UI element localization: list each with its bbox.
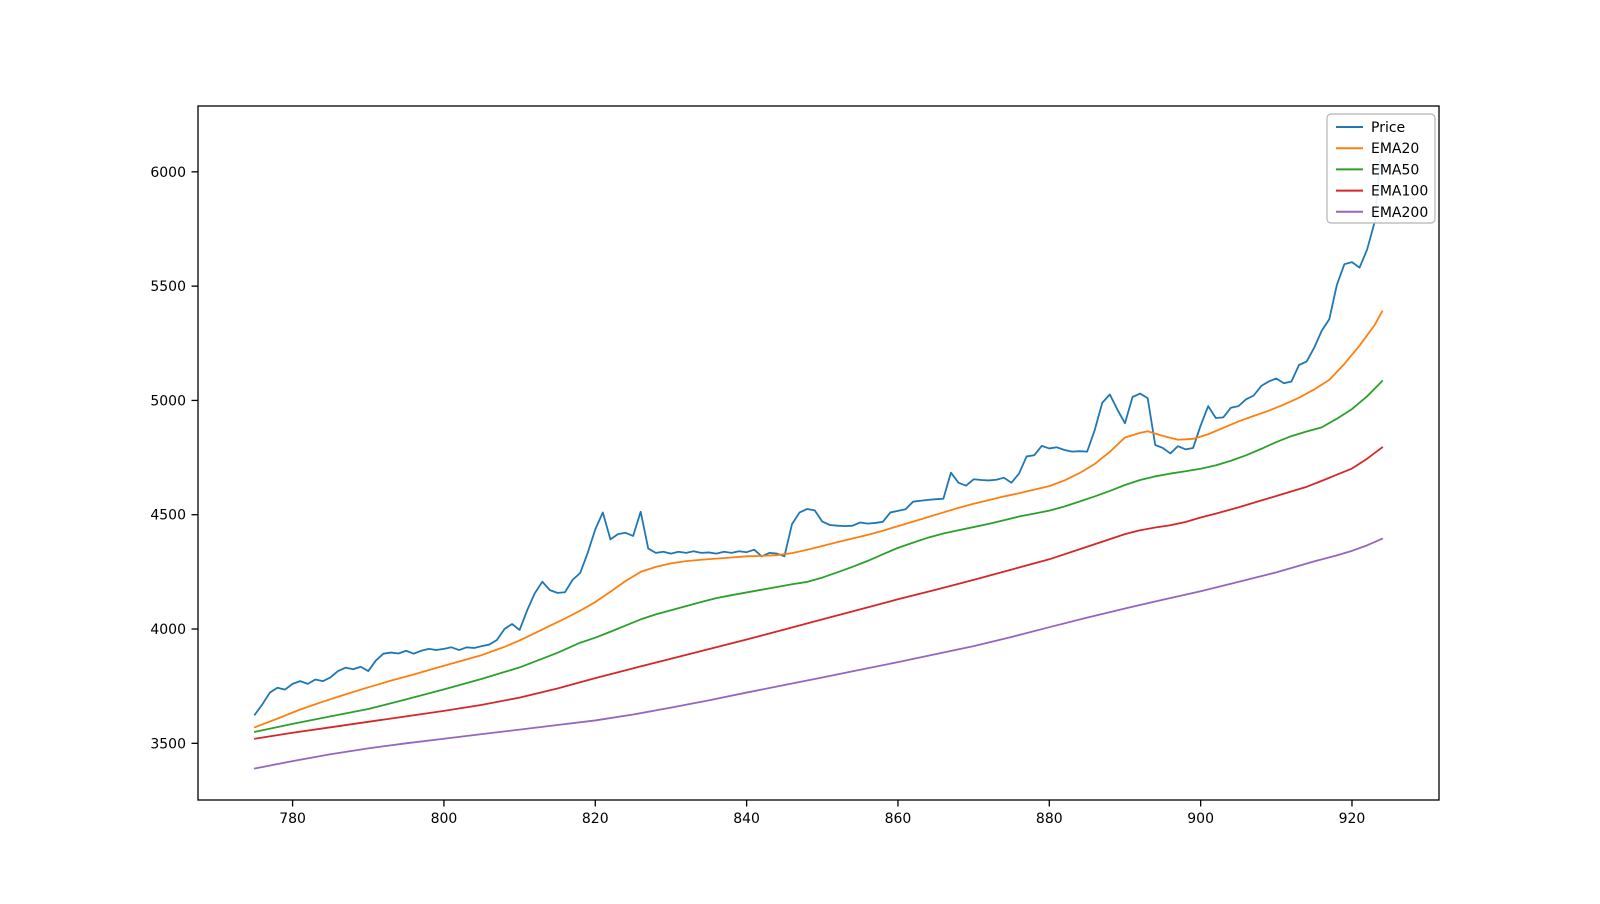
x-tick-label: 880 <box>1036 811 1063 827</box>
legend-label-price: Price <box>1371 120 1405 136</box>
plot-border <box>197 105 1440 801</box>
y-tick-label: 5000 <box>150 393 186 409</box>
series-line-ema20 <box>253 310 1384 729</box>
legend-label-ema50: EMA50 <box>1371 162 1419 178</box>
y-axis: 3500 4000 4500 5000 5500 6000 <box>150 165 198 752</box>
legend-label-ema100: EMA100 <box>1371 184 1428 200</box>
x-tick-label: 900 <box>1187 811 1214 827</box>
x-tick-label: 860 <box>885 811 912 827</box>
series-lines <box>253 136 1384 770</box>
y-tick-label: 4500 <box>150 508 186 524</box>
y-tick-label: 4000 <box>150 622 186 638</box>
legend-label-ema200: EMA200 <box>1371 205 1428 221</box>
x-axis: 780 800 820 840 860 880 900 920 <box>279 800 1365 827</box>
series-line-ema100 <box>253 446 1384 740</box>
x-tick-label: 800 <box>431 811 458 827</box>
y-tick-label: 5500 <box>150 279 186 295</box>
legend-box <box>1326 113 1436 224</box>
x-tick-label: 920 <box>1339 811 1366 827</box>
x-tick-label: 780 <box>279 811 306 827</box>
y-tick-label: 3500 <box>150 736 186 752</box>
series-line-ema200 <box>253 537 1384 770</box>
x-tick-label: 840 <box>733 811 760 827</box>
x-tick-label: 820 <box>582 811 609 827</box>
series-line-ema50 <box>253 380 1384 733</box>
legend: Price EMA20 EMA50 EMA100 EMA200 <box>1326 113 1436 224</box>
y-tick-label: 6000 <box>150 165 186 181</box>
series-line-price <box>253 136 1384 716</box>
plot-area <box>198 106 1439 800</box>
legend-label-ema20: EMA20 <box>1371 141 1419 157</box>
